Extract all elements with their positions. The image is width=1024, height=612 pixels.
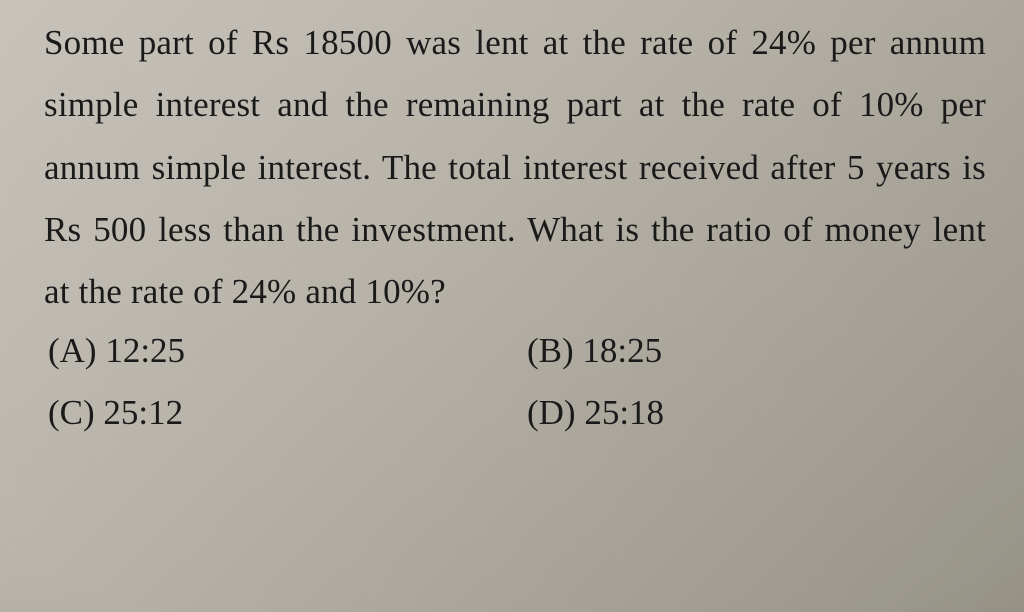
- options-grid: (A) 12:25 (B) 18:25 (C) 25:12 (D) 25:18: [44, 331, 986, 433]
- option-c[interactable]: (C) 25:12: [48, 393, 467, 433]
- question-text: Some part of Rs 18500 was lent at the ra…: [44, 12, 986, 323]
- option-a[interactable]: (A) 12:25: [48, 331, 467, 371]
- question-page: Some part of Rs 18500 was lent at the ra…: [0, 0, 1024, 445]
- option-d[interactable]: (D) 25:18: [527, 393, 946, 433]
- option-b[interactable]: (B) 18:25: [527, 331, 946, 371]
